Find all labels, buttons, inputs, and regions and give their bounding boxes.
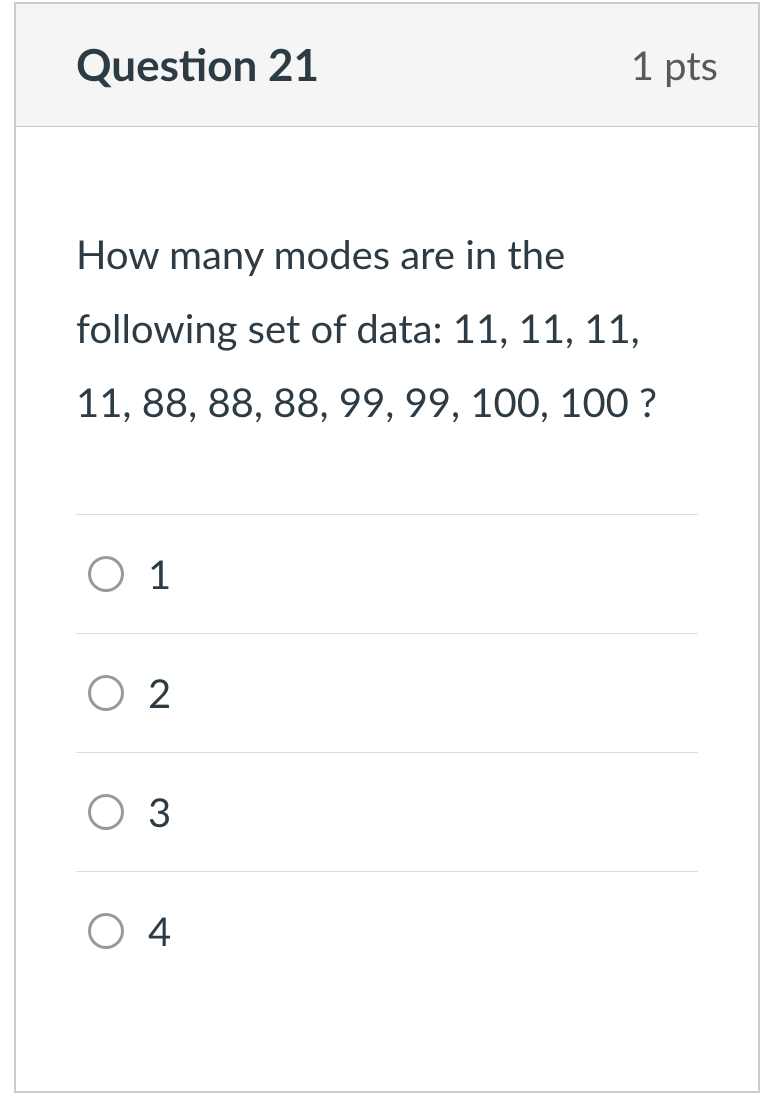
question-text: How many modes are in the following set … bbox=[76, 217, 698, 439]
question-points: 1 pts bbox=[631, 41, 718, 89]
answer-option[interactable]: 4 bbox=[76, 871, 698, 990]
answer-option[interactable]: 1 bbox=[76, 514, 698, 633]
question-card: Question 21 1 pts How many modes are in … bbox=[14, 2, 760, 1093]
answer-list: 1 2 3 4 bbox=[76, 514, 698, 990]
question-title: Question 21 bbox=[76, 39, 319, 91]
radio-icon[interactable] bbox=[88, 556, 124, 592]
answer-label: 3 bbox=[148, 788, 171, 836]
answer-label: 4 bbox=[148, 907, 171, 955]
radio-icon[interactable] bbox=[88, 675, 124, 711]
question-header: Question 21 1 pts bbox=[16, 4, 758, 127]
answer-option[interactable]: 2 bbox=[76, 633, 698, 752]
answer-label: 1 bbox=[148, 550, 171, 598]
question-body: How many modes are in the following set … bbox=[16, 127, 758, 1030]
answer-label: 2 bbox=[148, 669, 171, 717]
answer-option[interactable]: 3 bbox=[76, 752, 698, 871]
radio-icon[interactable] bbox=[88, 913, 124, 949]
radio-icon[interactable] bbox=[88, 794, 124, 830]
